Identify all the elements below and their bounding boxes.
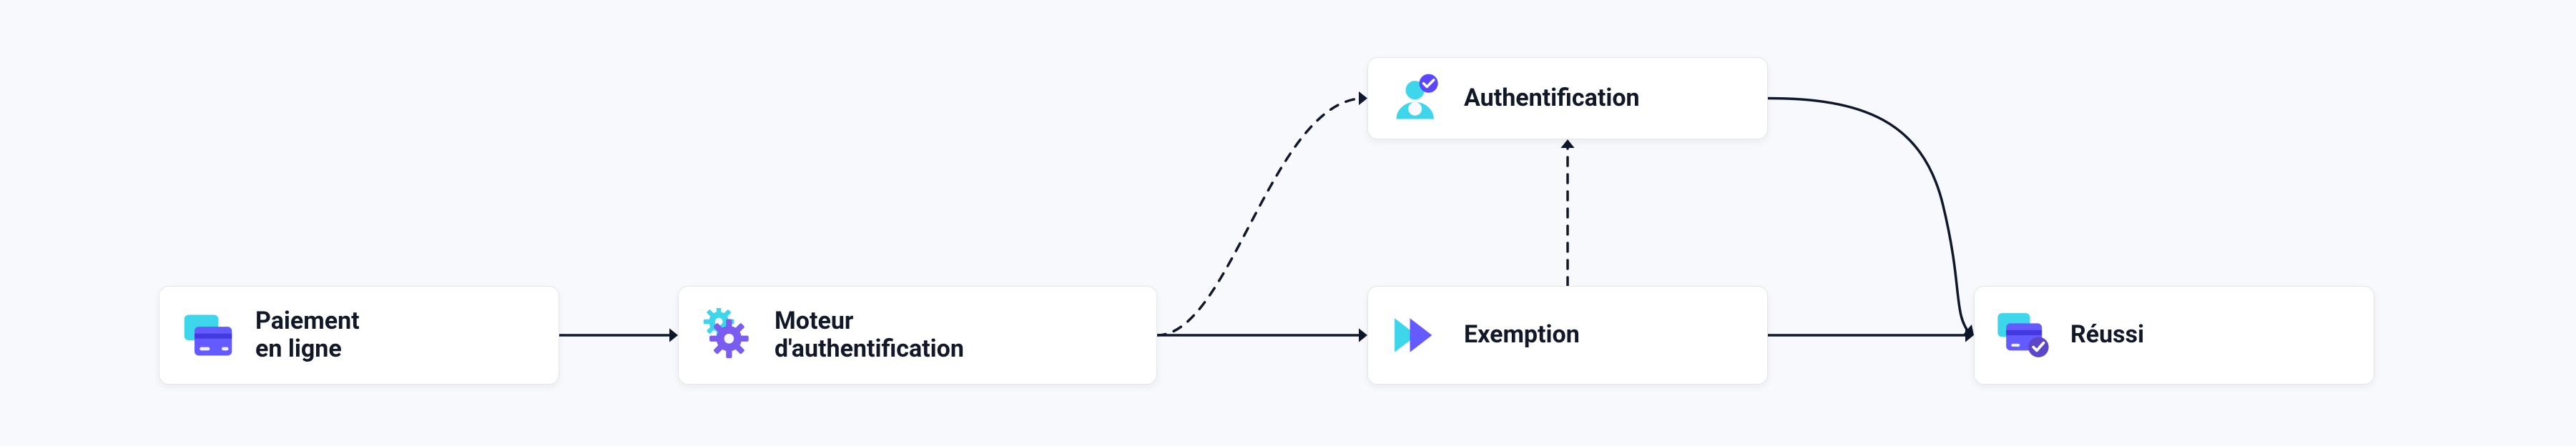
diagram-canvas: Paiement en ligne Moteur d'authentificat…: [0, 0, 2576, 446]
card-check-icon: [1996, 308, 2050, 362]
edge-e6: [1768, 99, 1971, 336]
edge-e3: [1157, 99, 1365, 336]
gears-icon: [700, 308, 754, 362]
node-exemption: Exemption: [1367, 286, 1768, 385]
node-exemption-label: Exemption: [1464, 321, 1580, 349]
node-payment: Paiement en ligne: [159, 286, 559, 385]
person-check-icon: [1390, 71, 1444, 126]
node-engine-label: Moteur d'authentification: [775, 307, 964, 363]
node-engine: Moteur d'authentification: [678, 286, 1157, 385]
node-success: Réussi: [1974, 286, 2374, 385]
node-auth: Authentification: [1367, 57, 1768, 139]
node-payment-label: Paiement en ligne: [255, 307, 360, 363]
node-auth-label: Authentification: [1464, 84, 1640, 112]
node-success-label: Réussi: [2070, 321, 2144, 349]
card-icon: [181, 308, 235, 362]
forward-icon: [1390, 308, 1444, 362]
